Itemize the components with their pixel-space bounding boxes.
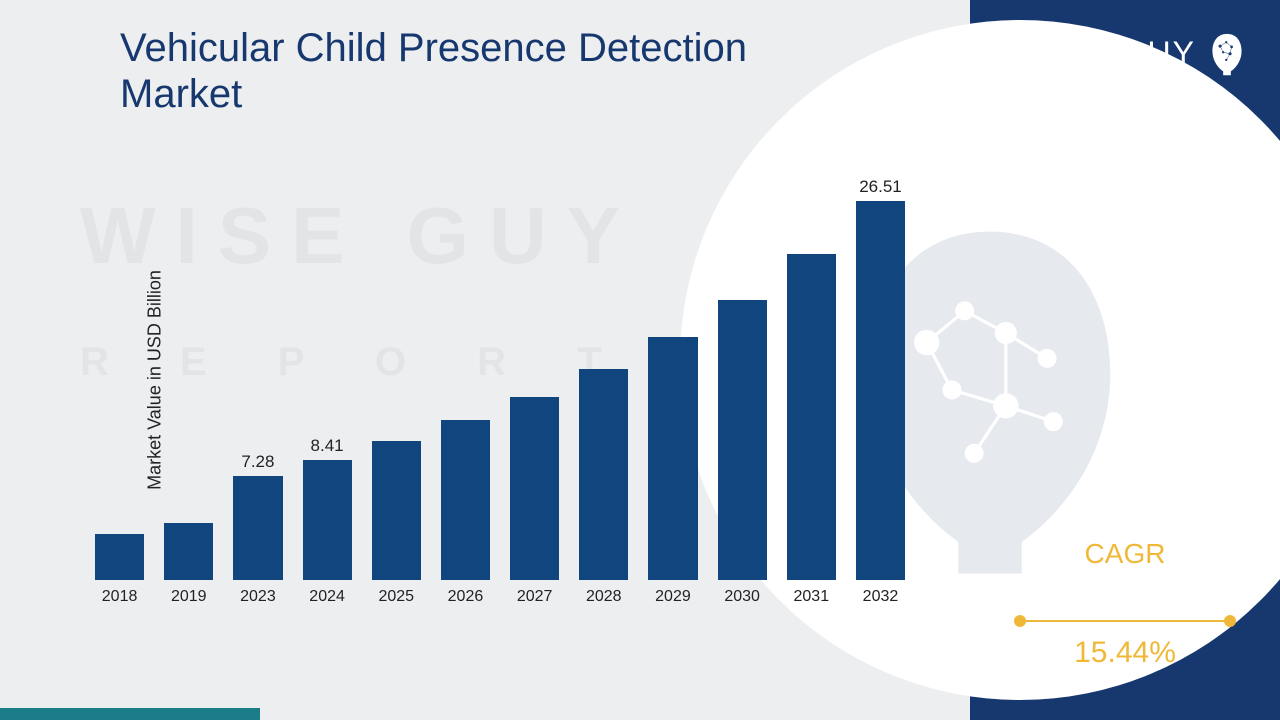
x-label: 2018 bbox=[95, 588, 144, 606]
logo-text-bottom: REPORTS bbox=[1020, 78, 1200, 94]
x-label: 2023 bbox=[233, 588, 282, 606]
x-label: 2024 bbox=[303, 588, 352, 606]
bar-2019 bbox=[164, 523, 213, 580]
bar-rect: 26.51 bbox=[856, 201, 905, 580]
bar-rect bbox=[95, 534, 144, 580]
brand-logo: WISE GUY REPORTS bbox=[1020, 30, 1250, 94]
bar-rect bbox=[372, 441, 421, 580]
x-label: 2026 bbox=[441, 588, 490, 606]
bar-rect bbox=[441, 420, 490, 580]
bar-value-label: 8.41 bbox=[311, 436, 344, 456]
bar-2032: 26.51 bbox=[856, 201, 905, 580]
cagr-panel: CAGR (2019-2032) 15.44% bbox=[1000, 538, 1250, 670]
bar-value-label: 7.28 bbox=[241, 452, 274, 472]
x-label: 2025 bbox=[372, 588, 421, 606]
bottom-accent-bar bbox=[0, 708, 260, 720]
x-axis-labels: 2018 2019 2023 2024 2025 2026 2027 2028 2029 2030… bbox=[95, 588, 905, 606]
bar-2028 bbox=[579, 369, 628, 580]
cagr-divider bbox=[1020, 620, 1230, 622]
bar-2026 bbox=[441, 420, 490, 580]
bar-rect bbox=[164, 523, 213, 580]
bar-rect bbox=[718, 300, 767, 580]
bar-2024: 8.41 bbox=[303, 460, 352, 580]
bar-rect bbox=[579, 369, 628, 580]
logo-head-icon bbox=[1204, 30, 1250, 76]
x-label: 2030 bbox=[718, 588, 767, 606]
bar-2027 bbox=[510, 397, 559, 580]
x-label: 2027 bbox=[510, 588, 559, 606]
bar-rect bbox=[510, 397, 559, 580]
x-label: 2031 bbox=[787, 588, 836, 606]
bar-2031 bbox=[787, 254, 836, 580]
bar-rect bbox=[648, 337, 697, 580]
bar-chart: Market Value in USD Billion 7.288.4126.5… bbox=[75, 160, 905, 600]
cagr-value: 15.44% bbox=[1000, 636, 1250, 670]
bar-2023: 7.28 bbox=[233, 476, 282, 580]
bar-rect: 8.41 bbox=[303, 460, 352, 580]
chart-title: Vehicular Child Presence Detection Marke… bbox=[120, 25, 880, 117]
cagr-period: (2019-2032) bbox=[1000, 574, 1250, 602]
bar-rect bbox=[787, 254, 836, 580]
bar-2029 bbox=[648, 337, 697, 580]
logo-text-top: WISE GUY bbox=[1020, 35, 1196, 72]
bars-container: 7.28 8.41 26.51 bbox=[95, 180, 905, 580]
bar-2030 bbox=[718, 300, 767, 580]
x-label: 2032 bbox=[856, 588, 905, 606]
x-label: 2028 bbox=[579, 588, 628, 606]
bar-rect: 7.28 bbox=[233, 476, 282, 580]
bar-2025 bbox=[372, 441, 421, 580]
bar-value-label: 26.51 bbox=[859, 177, 902, 197]
x-label: 2019 bbox=[164, 588, 213, 606]
cagr-label: CAGR bbox=[1000, 538, 1250, 570]
x-label: 2029 bbox=[648, 588, 697, 606]
bar-2018 bbox=[95, 534, 144, 580]
